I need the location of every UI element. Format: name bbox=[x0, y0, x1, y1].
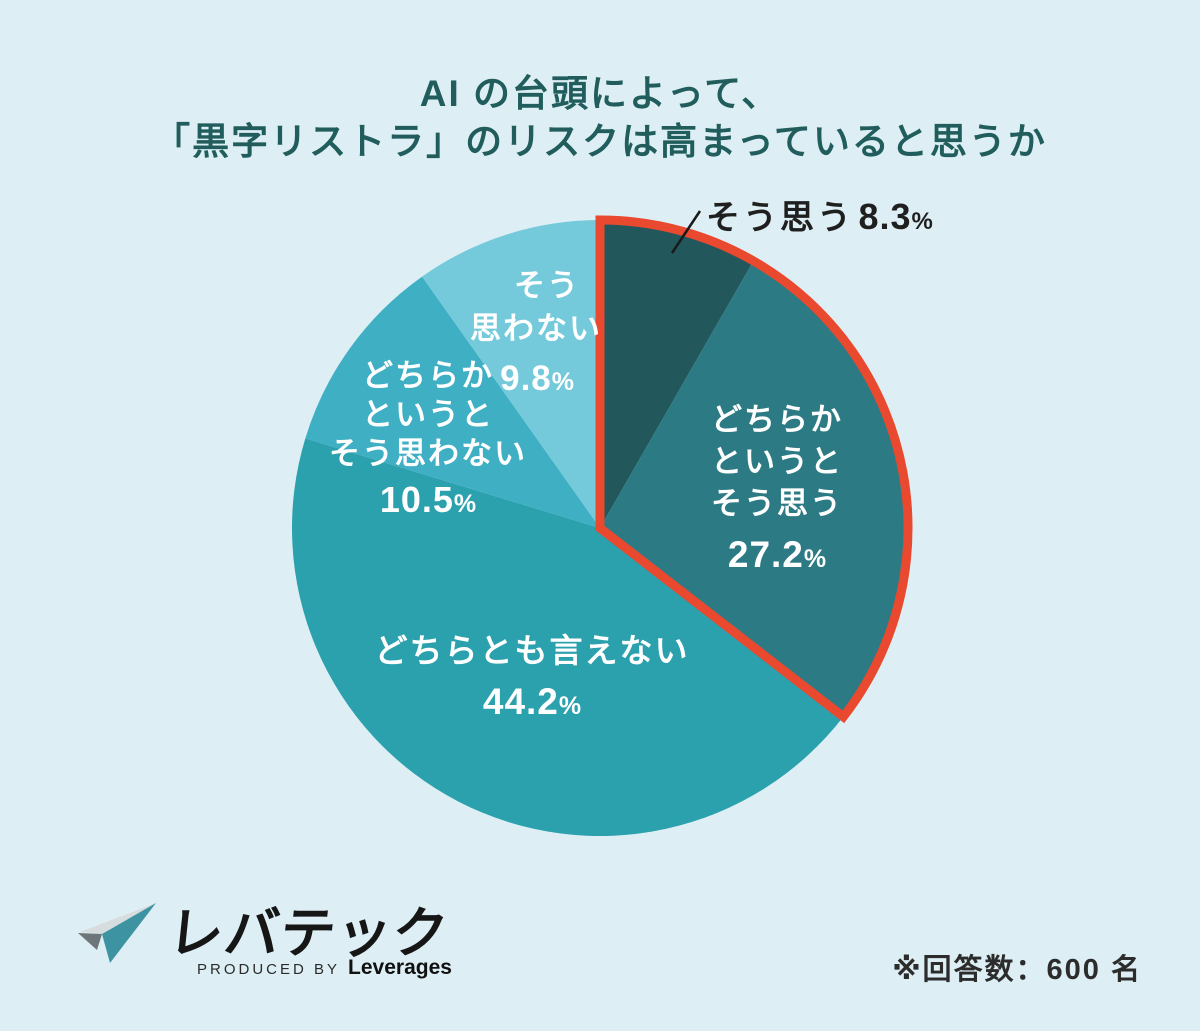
chart-title-line-1: AI の台頭によって、 bbox=[419, 73, 781, 114]
slice-label-neutral-unit: % bbox=[558, 692, 582, 720]
slice-label-disagree: そう 思わない 9.8% bbox=[470, 264, 602, 399]
leverages-brand-label: Leverages bbox=[348, 956, 452, 979]
produced-by-label: PRODUCED BY bbox=[197, 961, 341, 978]
slice-label-somewhat-agree-value: 27.2 bbox=[727, 534, 804, 575]
chart-title: AI の台頭によって、 「黒字リストラ」のリスクは高まっていると思うか bbox=[0, 70, 1200, 166]
pie-slice-2 bbox=[291, 438, 844, 837]
leader-line-agree bbox=[670, 210, 702, 254]
pie-highlight-outline bbox=[595, 215, 913, 724]
pie-slice-4 bbox=[422, 220, 600, 528]
slice-label-agree-unit: % bbox=[911, 208, 933, 235]
pie-highlight-outline-group bbox=[595, 215, 913, 724]
slice-label-neutral: どちらとも言えない 44.2% bbox=[375, 630, 690, 723]
slice-label-agree-value: 8.3 bbox=[858, 196, 912, 237]
slice-label-somewhat-agree-unit: % bbox=[803, 545, 827, 573]
levtech-logo: レバテック PRODUCED BY Leverages bbox=[72, 886, 452, 1006]
pie-slice-0 bbox=[600, 220, 754, 528]
slice-label-somewhat-disagree-line3: そう思わない bbox=[329, 436, 527, 471]
slice-label-disagree-line2: 思わない bbox=[470, 311, 602, 346]
slice-label-somewhat-agree: どちらか というと そう思う 27.2% bbox=[711, 399, 843, 576]
slice-label-disagree-line1: そう bbox=[514, 268, 580, 303]
pie-slice-3 bbox=[305, 276, 600, 528]
slice-label-agree-text: そう思う bbox=[706, 199, 854, 237]
slice-label-neutral-value: 44.2 bbox=[482, 681, 559, 722]
slice-label-neutral-text: どちらとも言えない bbox=[374, 632, 690, 669]
pie-slice-1 bbox=[600, 260, 909, 717]
respondent-count-note: ※回答数：600 名 bbox=[892, 954, 1142, 986]
slice-label-disagree-value: 9.8 bbox=[500, 359, 552, 398]
logo-mark-light-facet bbox=[80, 903, 156, 934]
slice-label-somewhat-disagree-line2: というと bbox=[362, 397, 494, 432]
levtech-logo-mark-icon bbox=[78, 903, 156, 963]
slice-label-somewhat-agree-line1: どちらか bbox=[711, 402, 843, 437]
slice-label-somewhat-disagree: どちらか というと そう思わない 10.5% bbox=[329, 356, 527, 521]
logo-mark-dark-facet bbox=[78, 933, 102, 950]
slice-label-agree: そう思う 8.3% bbox=[706, 196, 933, 239]
slice-label-somewhat-agree-line2: というと bbox=[711, 444, 843, 479]
slice-label-disagree-unit: % bbox=[551, 368, 574, 396]
slice-label-somewhat-disagree-value: 10.5 bbox=[379, 479, 454, 520]
logo-mark-teal-facet bbox=[102, 903, 156, 963]
pie-slices-group bbox=[291, 220, 909, 837]
slice-label-somewhat-disagree-unit: % bbox=[453, 490, 477, 518]
chart-title-line-2: 「黒字リストラ」のリスクは高まっていると思うか bbox=[153, 121, 1047, 162]
slice-label-somewhat-agree-line3: そう思う bbox=[711, 486, 843, 521]
slice-label-somewhat-disagree-line1: どちらか bbox=[362, 358, 494, 393]
levtech-logo-subtext: PRODUCED BY Leverages bbox=[197, 956, 452, 980]
